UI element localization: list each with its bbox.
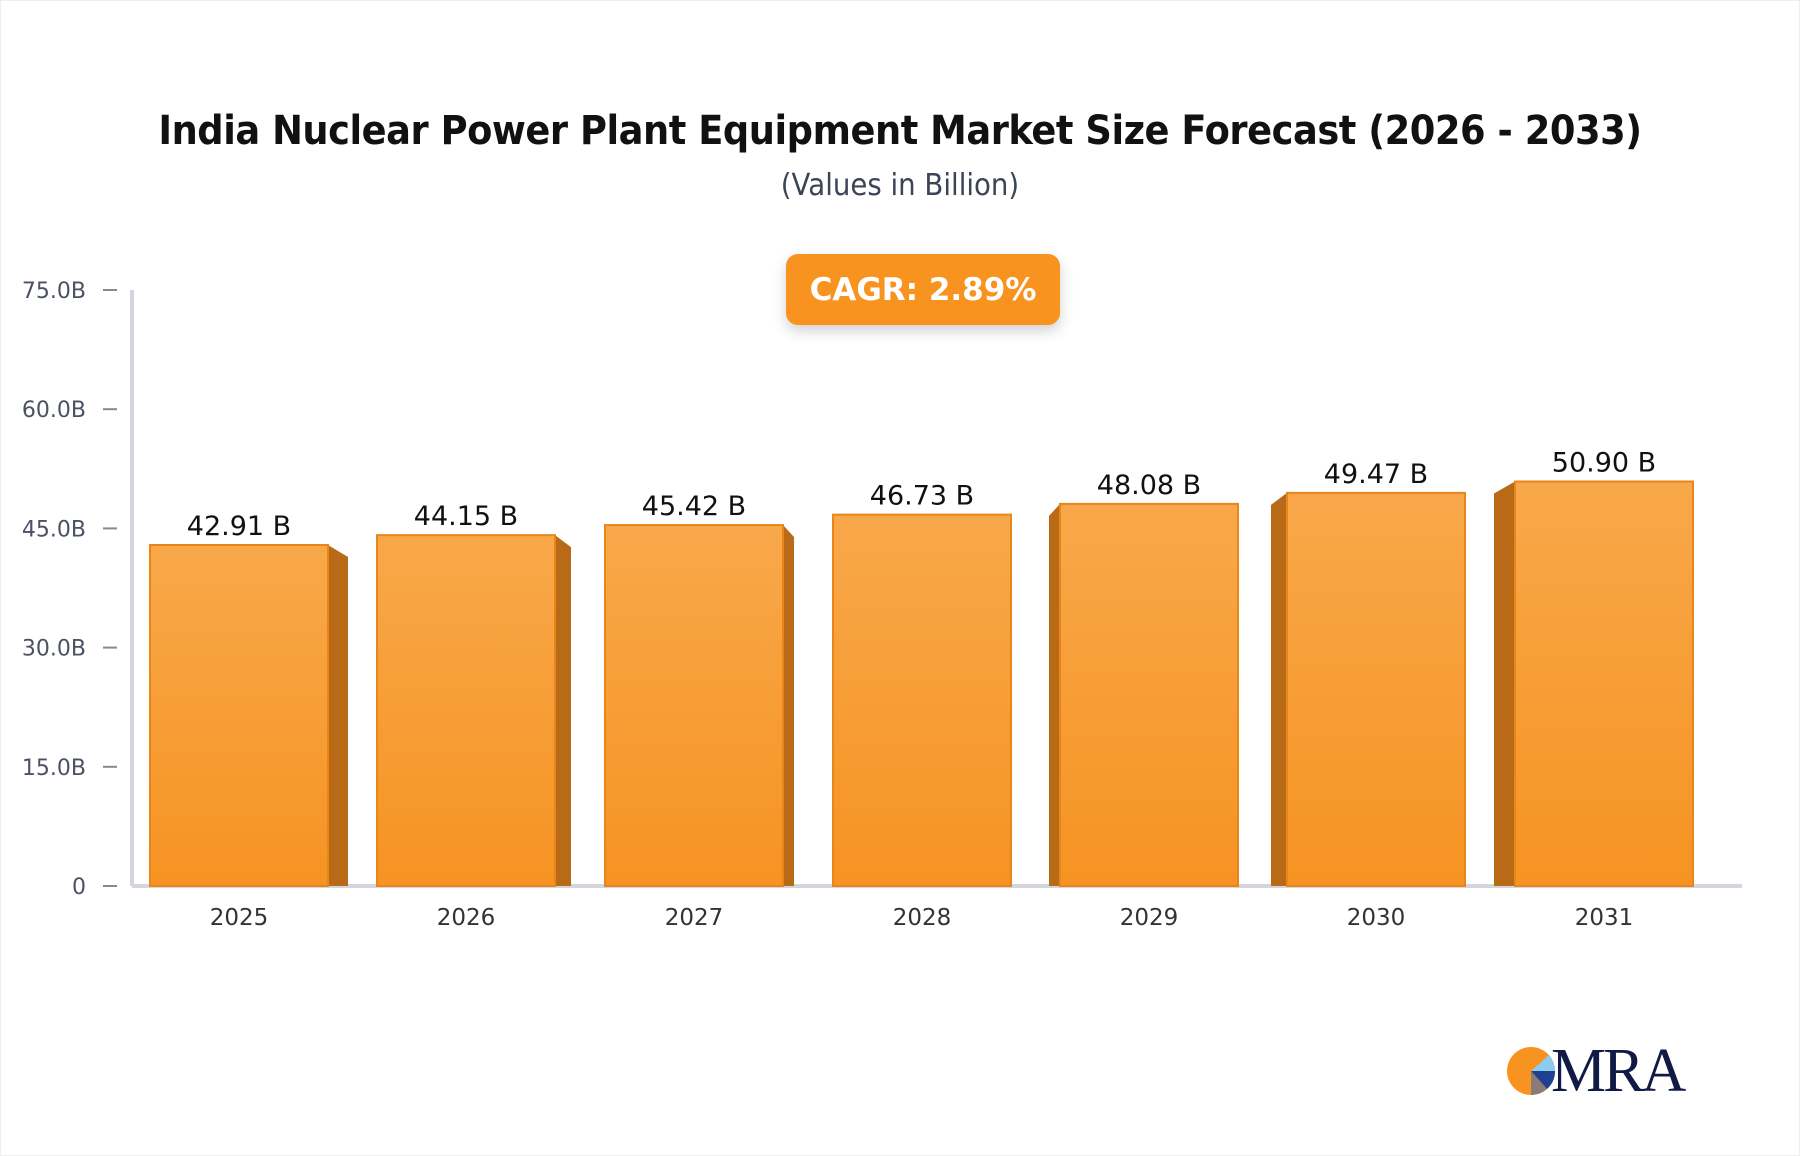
data-label: 50.90 B (1552, 448, 1656, 479)
x-tick-label: 2026 (437, 905, 496, 931)
data-label: 44.15 B (414, 501, 518, 532)
bar-2029 (1059, 502, 1239, 887)
y-tick-label: 75.0B (22, 279, 86, 304)
data-label: 48.08 B (1097, 470, 1201, 501)
x-tick-label: 2027 (665, 905, 724, 931)
bar-2031 (1514, 480, 1694, 887)
x-tick-label: 2029 (1120, 905, 1179, 931)
logo-text: MRA (1551, 1037, 1686, 1105)
bar-side (783, 525, 794, 886)
bar-2025 (149, 544, 329, 887)
y-tick-label: 30.0B (22, 637, 86, 662)
bar-side (1049, 503, 1060, 886)
bar-side (328, 545, 348, 886)
x-tick-label: 2030 (1347, 905, 1406, 931)
mra-logo (1507, 1047, 1556, 1096)
bar-2027 (604, 524, 784, 887)
bar-side (555, 535, 571, 886)
chart-title: India Nuclear Power Plant Equipment Mark… (158, 108, 1642, 154)
bar-side (1271, 492, 1287, 886)
y-tick-label: 45.0B (22, 517, 86, 542)
y-tick-label: 0 (72, 875, 86, 900)
bar-2030 (1286, 491, 1466, 887)
data-label: 42.91 B (187, 511, 291, 542)
bar-side (1494, 481, 1515, 886)
x-tick-label: 2028 (893, 905, 952, 931)
chart-subtitle: (Values in Billion) (780, 168, 1020, 203)
data-label: 46.73 B (870, 481, 974, 512)
bar-2028 (832, 513, 1012, 888)
x-tick-label: 2025 (210, 905, 269, 931)
y-tick-label: 15.0B (22, 756, 86, 781)
bar-2026 (376, 534, 556, 887)
data-label: 49.47 B (1324, 459, 1428, 490)
x-tick-label: 2031 (1575, 905, 1634, 931)
cagr-badge: CAGR: 2.89% (786, 254, 1060, 325)
data-label: 45.42 B (642, 491, 746, 522)
y-tick-label: 60.0B (22, 398, 86, 423)
